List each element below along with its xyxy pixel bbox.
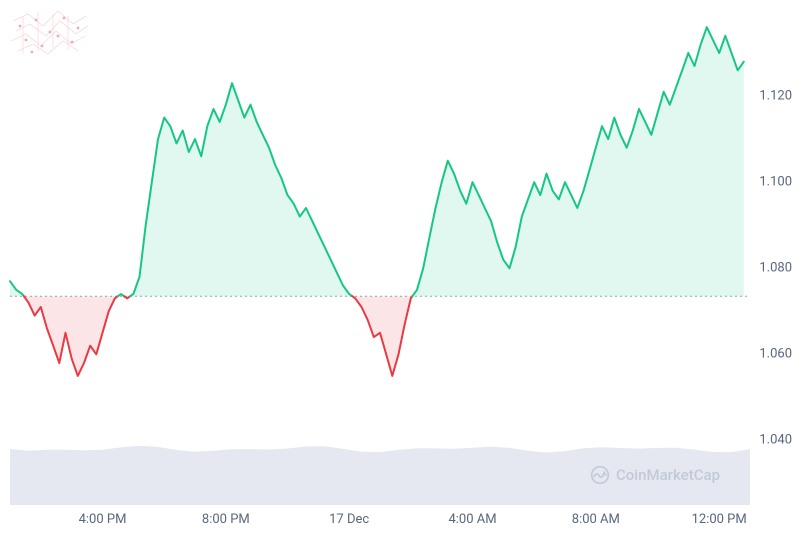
y-tick-label: 1.100 <box>759 175 792 190</box>
chart-svg <box>0 0 800 533</box>
y-tick-label: 1.120 <box>759 89 792 104</box>
watermark: CoinMarketCap <box>590 465 720 485</box>
x-tick-label: 8:00 PM <box>202 512 250 527</box>
coinmarketcap-icon <box>590 465 610 485</box>
brand-logo-overlay <box>8 6 93 61</box>
x-tick-label: 4:00 PM <box>79 512 127 527</box>
y-tick-label: 1.080 <box>759 261 792 276</box>
x-tick-label: 17 Dec <box>329 512 369 527</box>
x-tick-label: 4:00 AM <box>448 512 496 527</box>
x-tick-label: 12:00 PM <box>692 512 747 527</box>
y-tick-label: 1.060 <box>759 347 792 362</box>
watermark-text: CoinMarketCap <box>616 466 720 484</box>
x-tick-label: 8:00 AM <box>572 512 620 527</box>
price-chart <box>0 0 800 533</box>
y-tick-label: 1.040 <box>759 433 792 448</box>
